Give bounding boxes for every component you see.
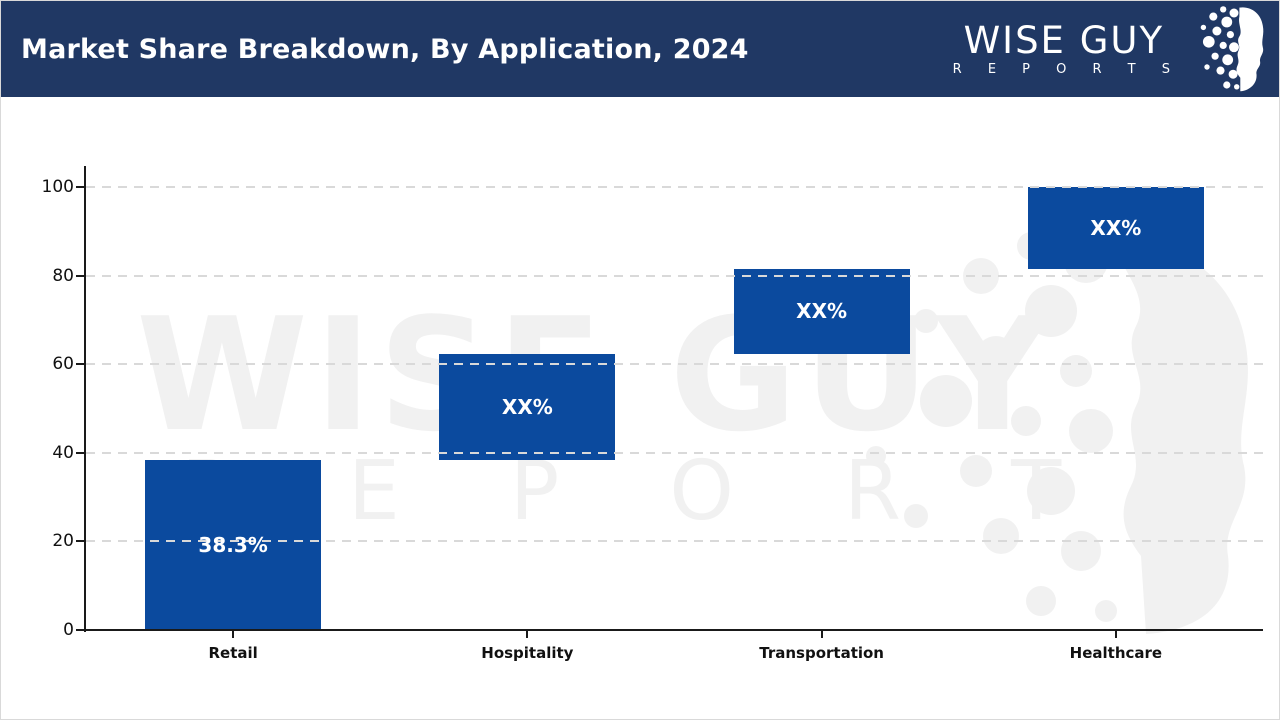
- y-tick-mark-20: [76, 540, 84, 543]
- x-tick-mark-transportation: [820, 630, 823, 638]
- x-tick-mark-retail: [232, 630, 235, 638]
- bar-transportation: [733, 268, 910, 354]
- y-tick-label-60: 60: [52, 354, 74, 375]
- bar-healthcare: [1027, 187, 1204, 269]
- x-category-label-hospitality: Hospitality: [481, 644, 574, 662]
- gridline-80: [86, 274, 1263, 277]
- x-category-label-healthcare: Healthcare: [1069, 644, 1163, 662]
- header-bar: Market Share Breakdown, By Application, …: [1, 1, 1279, 97]
- wise-guy-reports-logo: WISE GUY R E P O R T S: [947, 4, 1267, 94]
- y-tick-label-100: 100: [41, 177, 74, 197]
- x-tick-mark-healthcare: [1114, 630, 1117, 638]
- y-tick-mark-80: [76, 274, 84, 277]
- y-tick-label-20: 20: [52, 531, 74, 552]
- bar-retail: [145, 460, 322, 630]
- gridline-100: [86, 186, 1263, 188]
- y-tick-label-0: 0: [63, 620, 74, 640]
- dotted-face-icon: [1200, 6, 1264, 92]
- page-title: Market Share Breakdown, By Application, …: [21, 33, 749, 65]
- gridline-40: [86, 451, 1263, 454]
- y-axis-spine: [84, 166, 86, 632]
- x-axis-spine: [84, 629, 1263, 631]
- y-tick-mark-60: [76, 363, 84, 366]
- y-tick-mark-100: [76, 186, 84, 188]
- y-tick-label-40: 40: [52, 442, 74, 463]
- bar-value-label-hospitality: XX%: [501, 395, 553, 420]
- plot-area: WISE GUY R E P O R T S 0 20 40 60 80 100 38.3%…: [42, 166, 1263, 662]
- bar-value-label-healthcare: XX%: [1090, 215, 1142, 240]
- y-tick-mark-40: [76, 451, 84, 454]
- logo-text: WISE GUY R E P O R T S: [947, 22, 1181, 77]
- gridline-20: [86, 540, 1263, 543]
- logo-subtitle: R E P O R T S: [952, 61, 1181, 77]
- bar-value-label-transportation: XX%: [796, 299, 848, 324]
- bar-value-label-retail: 38.3%: [198, 533, 268, 558]
- y-tick-mark-0: [76, 629, 84, 631]
- gridline-60: [86, 363, 1263, 366]
- x-category-label-retail: Retail: [208, 644, 258, 662]
- logo-wordmark: WISE GUY: [963, 18, 1165, 62]
- x-tick-mark-hospitality: [526, 630, 529, 638]
- y-tick-label-80: 80: [52, 265, 74, 286]
- bar-hospitality: [439, 354, 616, 461]
- x-category-label-transportation: Transportation: [759, 644, 884, 662]
